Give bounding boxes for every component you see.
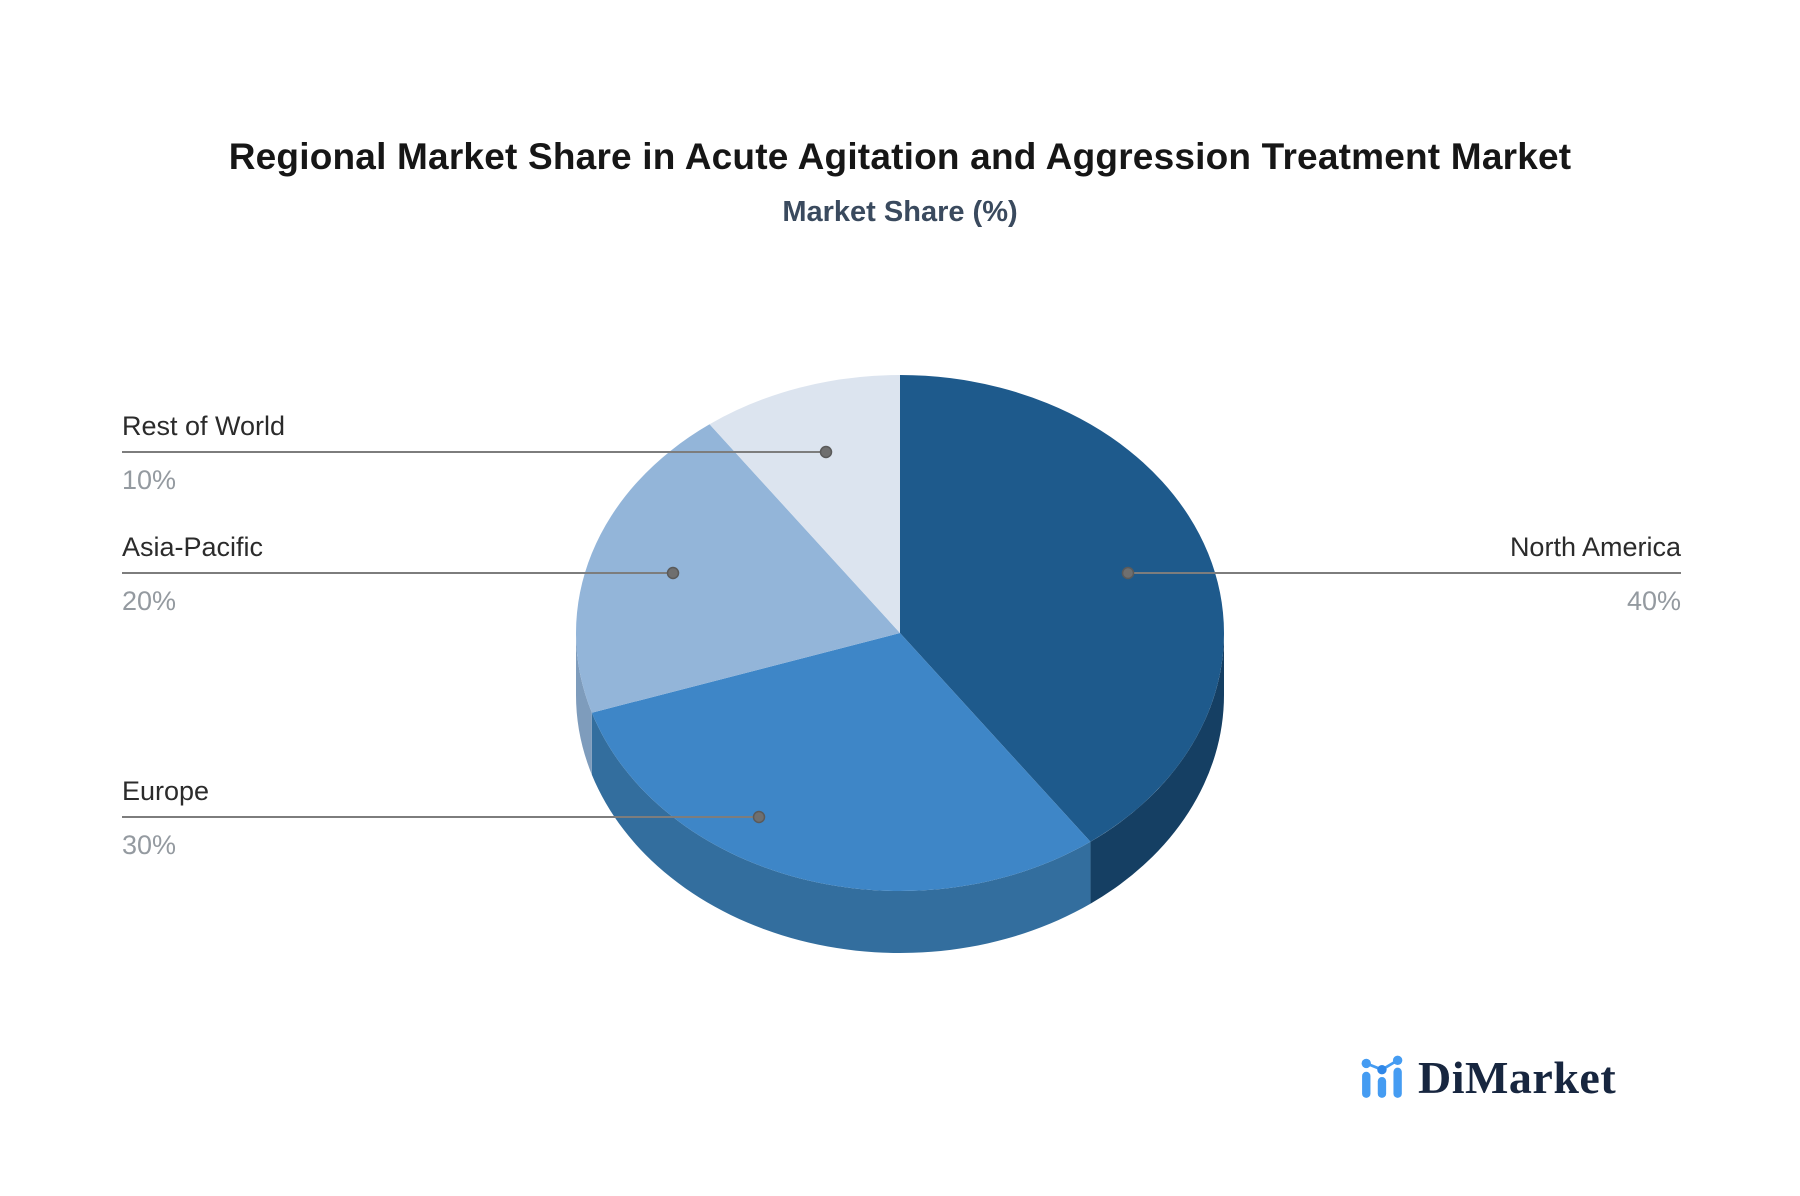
leader-dot-asia-pacific xyxy=(666,566,680,580)
slice-percent-north-america: 40% xyxy=(1626,586,1681,616)
logo-dot-right xyxy=(1392,1055,1403,1065)
pie-slice-north-america xyxy=(900,375,1224,842)
chart-title: Regional Market Share in Acute Agitation… xyxy=(228,136,1572,177)
pie-slice-side-asia-pacific xyxy=(576,633,592,775)
slice-percent-europe: 30% xyxy=(122,830,177,860)
chart-subtitle: Market Share (%) xyxy=(782,196,1018,228)
leader-dot-rest-of-world xyxy=(819,445,833,459)
leader-dot-north-america xyxy=(1121,566,1135,580)
pie-slice-side-north-america xyxy=(1090,633,1224,904)
pie-slice-europe xyxy=(591,633,1091,891)
pie-slice-asia-pacific xyxy=(575,424,900,713)
pie-slice-rest-of-world xyxy=(709,375,900,633)
logo-bar-right xyxy=(1393,1067,1402,1098)
pie-slice-side-europe xyxy=(591,712,1091,954)
dimarket-logo: DiMarket xyxy=(1360,1042,1690,1112)
logo-bar-left xyxy=(1362,1071,1371,1098)
leader-dot-europe xyxy=(752,810,766,824)
bar-chart-icon xyxy=(1361,1055,1403,1098)
slice-label-north-america: North America xyxy=(1509,532,1681,562)
logo-bar-middle xyxy=(1377,1077,1387,1098)
slice-label-asia-pacific: Asia-Pacific xyxy=(122,532,264,562)
slice-percent-asia-pacific: 20% xyxy=(122,586,177,616)
logo-dot-middle xyxy=(1377,1064,1387,1075)
slice-percent-rest-of-world: 10% xyxy=(122,465,177,495)
slice-label-europe: Europe xyxy=(122,776,210,806)
logo-text: DiMarket xyxy=(1418,1051,1617,1103)
slice-label-rest-of-world: Rest of World xyxy=(122,411,286,441)
logo-dot-left xyxy=(1361,1058,1371,1069)
